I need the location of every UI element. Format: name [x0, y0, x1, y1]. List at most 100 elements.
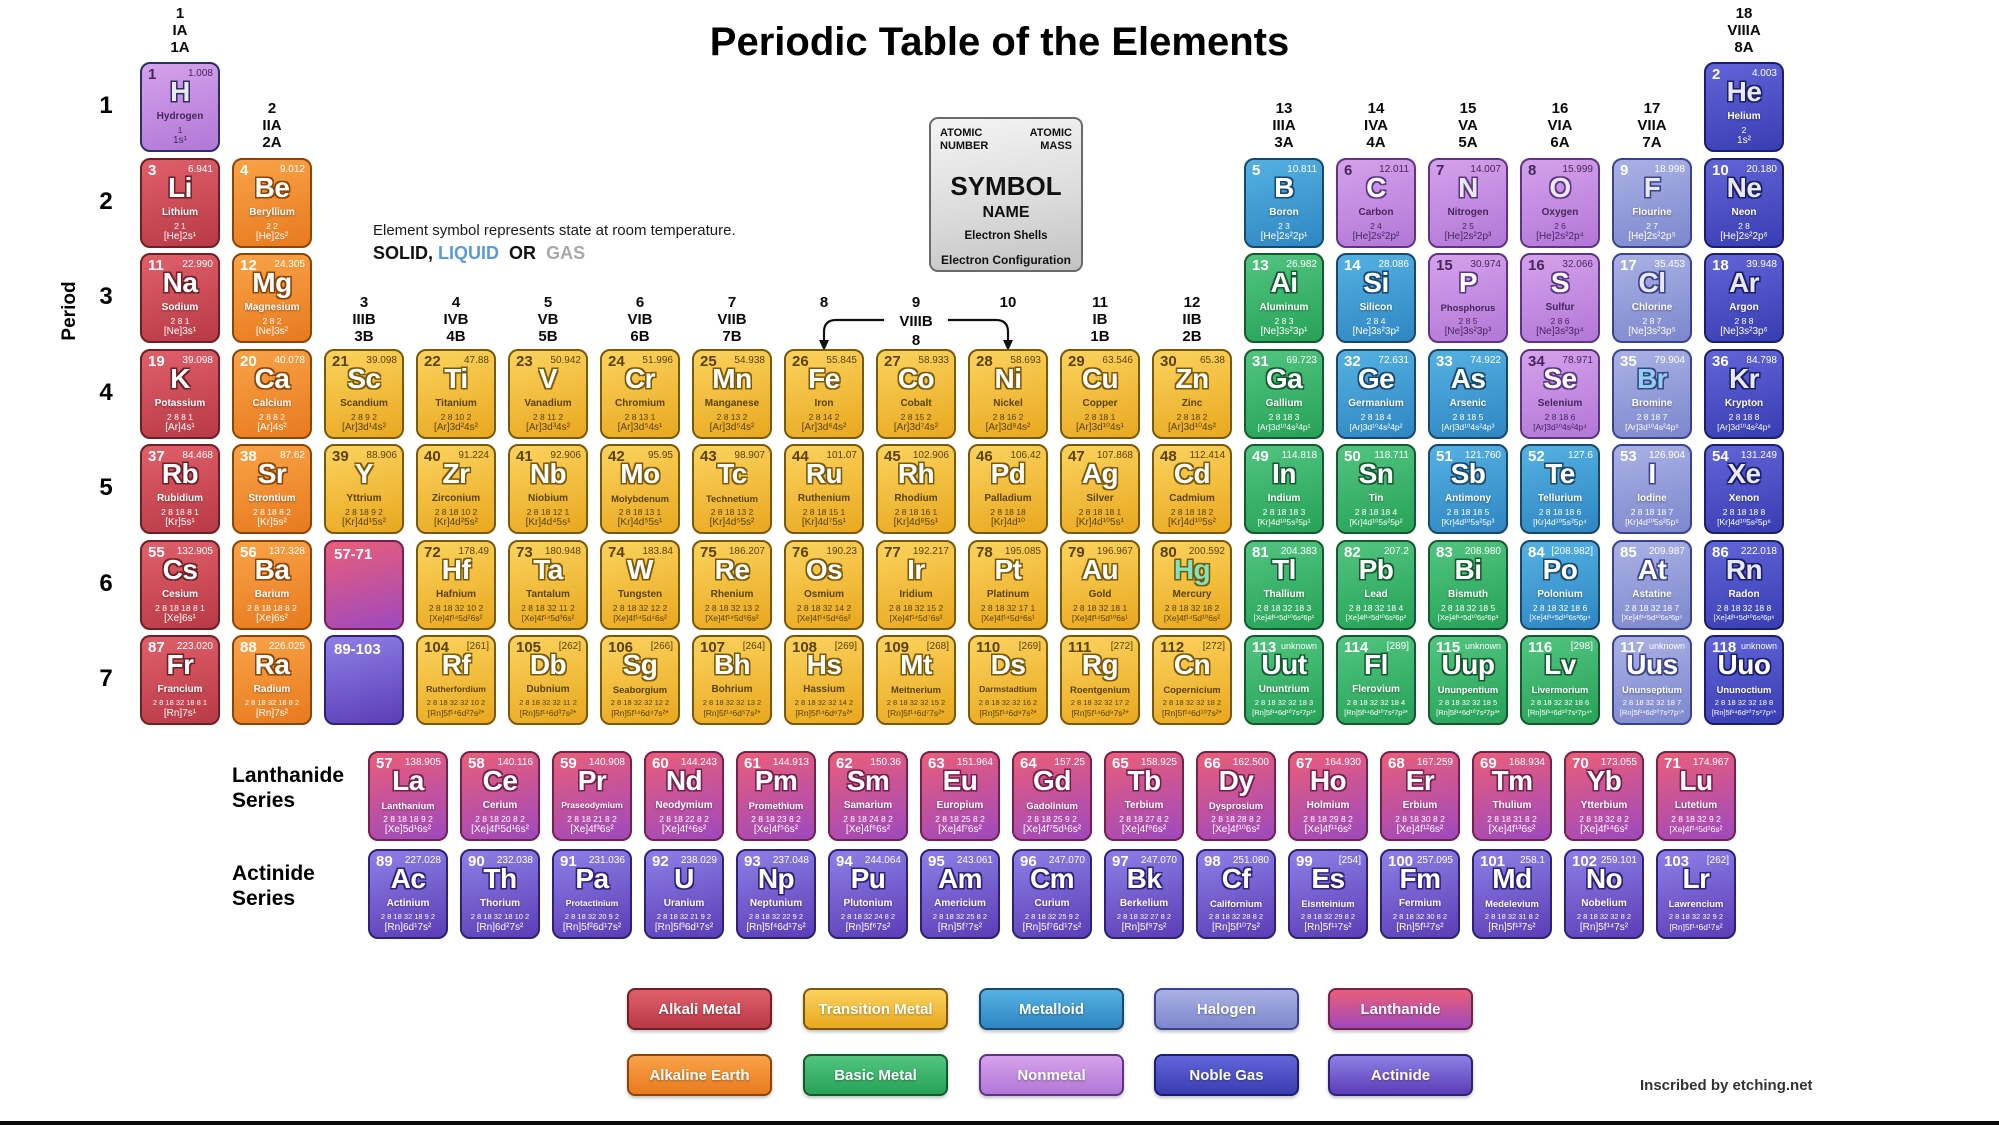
element-Yb: 70 173.055 Yb Ytterbium 2 8 18 32 8 2 [Xe]4f¹…: [1564, 751, 1644, 841]
key-electron-configuration: Electron Configuration: [941, 253, 1071, 267]
element-Db: 105 [262] Db Dubnium 2 8 18 32 32 11 2 [Rn]5f…: [508, 635, 588, 725]
element-Zr: 40 91.224 Zr Zirconium 2 8 18 10 2 [Kr]4d²5s²: [416, 444, 496, 534]
state-note: Element symbol represents state at room …: [373, 222, 736, 239]
element-Dy: 66 162.500 Dy Dysprosium 2 8 18 28 8 2 [Xe]4f…: [1196, 751, 1276, 841]
group-header-7: 7 VIIB 7B: [717, 294, 747, 345]
element-Es: 99 [254] Es Eisnteinium 2 8 18 32 29 8 2 [Rn]…: [1288, 849, 1368, 939]
group-header-16: 16 VIA 6A: [1547, 100, 1573, 151]
element-Po: 84 [208.982] Po Polonium 2 8 18 32 18 6 [Xe]4…: [1520, 540, 1600, 630]
element-Nb: 41 92.906 Nb Niobium 2 8 18 12 1 [Kr]4d⁴5s¹: [508, 444, 588, 534]
group-header-15: 15 VA 5A: [1458, 100, 1478, 151]
element-Fm: 100 257.095 Fm Fermium 2 8 18 32 30 8 2 [Rn]5…: [1380, 849, 1460, 939]
legend-alkali: Alkali Metal: [627, 988, 772, 1030]
element-Uus: 117 unknown Uus Ununseptium 2 8 18 32 32 18 …: [1612, 635, 1692, 725]
element-Ne: 10 20.180 Ne Neon 2 8 [He]2s²2p⁶: [1704, 158, 1784, 248]
element-Kr: 36 84.798 Kr Krypton 2 8 18 8 [Ar]3d¹⁰4s²4p⁶: [1704, 349, 1784, 439]
element-Br: 35 79.904 Br Bromine 2 8 18 7 [Ar]3d¹⁰4s²4p⁵: [1612, 349, 1692, 439]
element-Ir: 77 192.217 Ir Iridium 2 8 18 32 15 2 [Xe]4f¹⁴…: [876, 540, 956, 630]
element-Bi: 83 208.980 Bi Bismuth 2 8 18 32 18 5 [Xe]4f¹⁴…: [1428, 540, 1508, 630]
element-Ba: 56 137.328 Ba Barium 2 8 18 18 8 2 [Xe]6s²: [232, 540, 312, 630]
element-At: 85 209.987 At Astatine 2 8 18 32 18 7 [Xe]4f¹…: [1612, 540, 1692, 630]
element-S: 16 32.066 S Sulfur 2 8 6 [Ne]3s²3p⁴: [1520, 253, 1600, 343]
element-Sm: 62 150.36 Sm Samarium 2 8 18 24 8 2 [Xe]4f⁶6s…: [828, 751, 908, 841]
element-Ni: 28 58.693 Ni Nickel 2 8 16 2 [Ar]3d⁸4s²: [968, 349, 1048, 439]
element-Tm: 69 168.934 Tm Thulium 2 8 18 31 8 2 [Xe]4f¹³6…: [1472, 751, 1552, 841]
element-Si: 14 28.086 Si Silicon 2 8 4 [Ne]3s²3p²: [1336, 253, 1416, 343]
element-Th: 90 232.038 Th Thorium 2 8 18 32 18 10 2 [Rn]6…: [460, 849, 540, 939]
element-Cn: 112 [272] Cn Copernicium 2 8 18 32 32 18 2 [R…: [1152, 635, 1232, 725]
element-C: 6 12.011 C Carbon 2 4 [He]2s²2p²: [1336, 158, 1416, 248]
group-header-1: 1 IA 1A: [170, 5, 190, 56]
key-atomic-number: ATOMIC NUMBER: [940, 127, 989, 152]
element-Hf: 72 178.49 Hf Hafnium 2 8 18 32 10 2 [Xe]4f¹⁴5…: [416, 540, 496, 630]
element-K: 19 39.098 K Potassium 2 8 8 1 [Ar]4s¹: [140, 349, 220, 439]
element-Xe: 54 131.249 Xe Xenon 2 8 18 18 8 [Kr]4d¹⁰5s²5p…: [1704, 444, 1784, 534]
state-or-label: OR: [504, 243, 542, 263]
element-As: 33 74.922 As Arsenic 2 8 18 5 [Ar]3d¹⁰4s²4p³: [1428, 349, 1508, 439]
element-Cf: 98 251.080 Cf Californium 2 8 18 32 28 8 2 [R…: [1196, 849, 1276, 939]
element-Ta: 73 180.948 Ta Tantalum 2 8 18 32 11 2 [Xe]4f¹…: [508, 540, 588, 630]
key-atomic-mass: ATOMIC MASS: [1029, 127, 1072, 152]
group-header-18: 18 VIIIA 8A: [1727, 5, 1761, 56]
legend-transition: Transition Metal: [803, 988, 948, 1030]
legend-basic: Basic Metal: [803, 1054, 948, 1096]
element-Cd: 48 112.414 Cd Cadmium 2 8 18 18 2 [Kr]4d¹⁰5s²: [1152, 444, 1232, 534]
element-Uup: 115 unknown Uup Ununpentium 2 8 18 32 32 18 …: [1428, 635, 1508, 725]
element-Nd: 60 144.243 Nd Neodymium 2 8 18 22 8 2 [Xe]4f⁴…: [644, 751, 724, 841]
element-Lv: 116 [298] Lv Livermorium 2 8 18 32 32 18 6 [R…: [1520, 635, 1600, 725]
page-title: Periodic Table of the Elements: [709, 20, 1290, 64]
element-Cu: 29 63.546 Cu Copper 2 8 18 1 [Ar]3d¹⁰4s¹: [1060, 349, 1140, 439]
element-Ti: 22 47.88 Ti Titanium 2 8 10 2 [Ar]3d²4s²: [416, 349, 496, 439]
group-header-14: 14 IVA 4A: [1364, 100, 1388, 151]
actinide-series-label: Actinide Series: [232, 862, 315, 910]
group-header-10: 10: [999, 294, 1017, 311]
period-number-6: 6: [99, 570, 113, 597]
group-header-4: 4 IVB 4B: [443, 294, 469, 345]
element-Rg: 111 [272] Rg Roentgenium 2 8 18 32 32 17 2 [R…: [1060, 635, 1140, 725]
element-Fr: 87 223.020 Fr Francium 2 8 18 32 18 8 1 [Rn]7…: [140, 635, 220, 725]
legend-metalloid: Metalloid: [979, 988, 1124, 1030]
viiib-label: VIIIB: [899, 313, 933, 330]
element-Tb: 65 158.925 Tb Terbium 2 8 18 27 8 2 [Xe]4f⁹6s…: [1104, 751, 1184, 841]
period-number-2: 2: [99, 188, 113, 215]
state-liquid-label: LIQUID: [438, 243, 500, 263]
element-Cs: 55 132.905 Cs Cesium 2 8 18 18 8 1 [Xe]6s¹: [140, 540, 220, 630]
element-key: ATOMIC NUMBER ATOMIC MASS SYMBOL NAME El…: [929, 117, 1083, 272]
element-Pr: 59 140.908 Pr Praseodymium 2 8 18 21 8 2 [Xe]…: [552, 751, 632, 841]
state-gas-label: GAS: [546, 243, 586, 263]
element-He: 2 4.003 He Helium 2 1s²: [1704, 62, 1784, 152]
element-Gd: 64 157.25 Gd Gadolinium 2 8 18 25 9 2 [Xe]4f⁷…: [1012, 751, 1092, 841]
element-La: 57 138.905 La Lanthanium 2 8 18 18 9 2 [Xe]5d…: [368, 751, 448, 841]
group-header-17: 17 VIIA 7A: [1637, 100, 1667, 151]
group-header-12: 12 IIB 2B: [1182, 294, 1202, 345]
element-Hs: 108 [269] Hs Hassium 2 8 18 32 32 14 2 [Rn]5f…: [784, 635, 864, 725]
attribution: Inscribed by etching.net: [1640, 1077, 1813, 1094]
element-Y: 39 88.906 Y Yttrium 2 8 18 9 2 [Kr]4d¹5s²: [324, 444, 404, 534]
element-Sg: 106 [266] Sg Seaborgium 2 8 18 32 32 12 2 [Rn…: [600, 635, 680, 725]
legend-halogen: Halogen: [1154, 988, 1299, 1030]
element-Au: 79 196.967 Au Gold 2 8 18 32 18 1 [Xe]4f¹⁴5d¹…: [1060, 540, 1140, 630]
element-Sr: 38 87.62 Sr Strontium 2 8 18 8 2 [Kr]5s²: [232, 444, 312, 534]
element-Tl: 81 204.383 Tl Thallium 2 8 18 32 18 3 [Xe]4f¹…: [1244, 540, 1324, 630]
element-Pd: 46 106.42 Pd Palladium 2 8 18 18 [Kr]4d¹⁰: [968, 444, 1048, 534]
element-Ca: 20 40.078 Ca Calcium 2 8 8 2 [Ar]4s²: [232, 349, 312, 439]
key-symbol: SYMBOL: [950, 171, 1062, 201]
bottom-edge-bar: [0, 1121, 1999, 1125]
element-Fe: 26 55.845 Fe Iron 2 8 14 2 [Ar]3d⁶4s²: [784, 349, 864, 439]
element-Hg: 80 200.592 Hg Mercury 2 8 18 32 18 2 [Xe]4f¹⁴…: [1152, 540, 1232, 630]
group-header-8: 8: [819, 294, 829, 311]
legend-alkaline: Alkaline Earth: [627, 1054, 772, 1096]
period-number-5: 5: [99, 474, 113, 501]
group-header-13: 13 IIIA 3A: [1272, 100, 1296, 151]
element-Ce: 58 140.116 Ce Cerium 2 8 18 20 8 2 [Xe]4f¹5d¹…: [460, 751, 540, 841]
element-Ai: 13 26.982 Ai Aluminum 2 8 3 [Ne]3s²3p¹: [1244, 253, 1324, 343]
element-Rh: 45 102.906 Rh Rhodium 2 8 18 16 1 [Kr]4d⁸5s¹: [876, 444, 956, 534]
element-Sb: 51 121.760 Sb Antimony 2 8 18 18 5 [Kr]4d¹⁰5s…: [1428, 444, 1508, 534]
element-Fl: 114 [289] Fl Flerovium 2 8 18 32 32 18 4 [Rn]…: [1336, 635, 1416, 725]
element-Os: 76 190.23 Os Osmium 2 8 18 32 14 2 [Xe]4f¹⁴5d…: [784, 540, 864, 630]
element-Mt: 109 [268] Mt Meitnerium 2 8 18 32 32 15 2 [Rn…: [876, 635, 956, 725]
element-Se: 34 78.971 Se Selenium 2 8 18 6 [Ar]3d¹⁰4s²4p⁴: [1520, 349, 1600, 439]
series-range-89-103: 89-103: [324, 635, 404, 725]
group-header-2: 2 IIA 2A: [262, 100, 282, 151]
element-W: 74 183.84 W Tungsten 2 8 18 32 12 2 [Xe]4f¹⁴5…: [600, 540, 680, 630]
